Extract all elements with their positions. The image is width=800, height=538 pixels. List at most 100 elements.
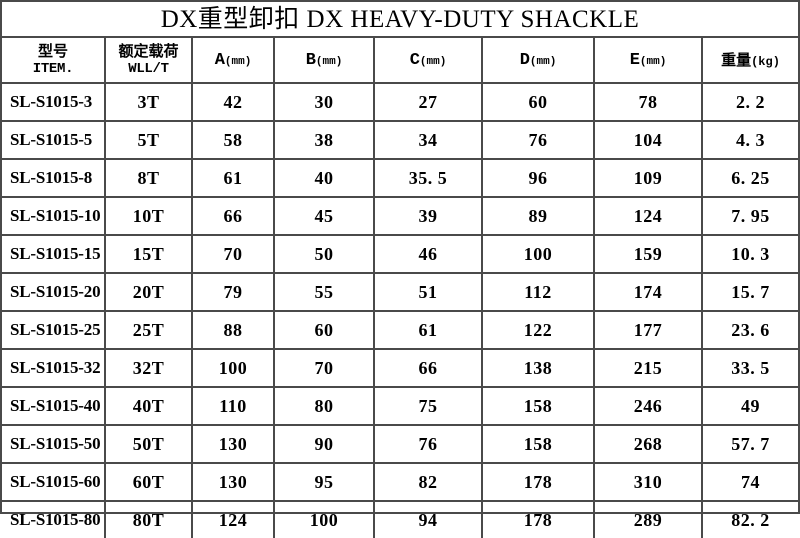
cell-item: SL-S1015-20 xyxy=(2,273,106,312)
cell-wll: 50T xyxy=(105,425,193,464)
cell-wll: 5T xyxy=(105,121,193,160)
column-header-b-unit: (mm) xyxy=(315,56,343,69)
table-row: SL-S1015-32 32T 100 70 66 138 215 33. 5 xyxy=(2,349,798,388)
cell-c: 39 xyxy=(374,197,483,236)
cell-weight: 33. 5 xyxy=(702,349,798,388)
table-header: 型号 ITEM. 额定载荷 WLL/T A(mm) B(mm) xyxy=(2,38,798,84)
table-row: SL-S1015-20 20T 79 55 51 112 174 15. 7 xyxy=(2,273,798,312)
cell-weight: 74 xyxy=(702,463,798,502)
cell-d: 178 xyxy=(482,463,595,502)
header-row: 型号 ITEM. 额定载荷 WLL/T A(mm) B(mm) xyxy=(2,38,798,84)
cell-c: 34 xyxy=(374,121,483,160)
column-header-c: C(mm) xyxy=(374,38,483,84)
cell-e: 289 xyxy=(594,501,703,538)
table-row: SL-S1015-8 8T 61 40 35. 5 96 109 6. 25 xyxy=(2,159,798,198)
column-header-e-label: E xyxy=(629,51,640,71)
cell-c: 66 xyxy=(374,349,483,388)
cell-c: 35. 5 xyxy=(374,159,483,198)
column-header-c-label: C xyxy=(409,51,420,71)
cell-item: SL-S1015-15 xyxy=(2,235,106,274)
column-header-d-unit: (mm) xyxy=(529,56,557,69)
cell-b: 60 xyxy=(274,311,375,350)
table-row: SL-S1015-5 5T 58 38 34 76 104 4. 3 xyxy=(2,121,798,160)
cell-weight: 6. 25 xyxy=(702,159,798,198)
table-row: SL-S1015-80 80T 124 100 94 178 289 82. 2 xyxy=(2,501,798,538)
cell-e: 104 xyxy=(594,121,703,160)
cell-a: 130 xyxy=(192,463,275,502)
cell-wll: 80T xyxy=(105,501,193,538)
cell-d: 138 xyxy=(482,349,595,388)
cell-weight: 82. 2 xyxy=(731,509,770,530)
cell-a: 70 xyxy=(192,235,275,274)
column-header-b-label: B xyxy=(305,51,316,71)
title-band: DX重型卸扣 DX HEAVY-DUTY SHACKLE xyxy=(2,2,798,38)
column-header-a-label: A xyxy=(214,51,225,71)
cell-item: SL-S1015-40 xyxy=(2,387,106,426)
column-header-d-label: D xyxy=(519,51,530,71)
column-header-c-unit: (mm) xyxy=(419,56,447,69)
cell-b: 55 xyxy=(274,273,375,312)
column-header-item: 型号 ITEM. xyxy=(2,38,106,84)
cell-weight: 7. 95 xyxy=(702,197,798,236)
cell-e: 177 xyxy=(594,311,703,350)
cell-weight: 15. 7 xyxy=(702,273,798,312)
column-header-weight-label: 重量 xyxy=(721,51,752,70)
table-row: SL-S1015-50 50T 130 90 76 158 268 57. 7 xyxy=(2,425,798,464)
cell-b: 30 xyxy=(274,83,375,122)
cell-a: 110 xyxy=(192,387,275,426)
cell-c: 51 xyxy=(374,273,483,312)
cell-c: 27 xyxy=(374,83,483,122)
column-header-wll-en: WLL/T xyxy=(128,60,169,77)
cell-weight: 2. 2 xyxy=(702,83,798,122)
cell-a: 124 xyxy=(192,501,275,538)
page-title: DX重型卸扣 DX HEAVY-DUTY SHACKLE xyxy=(160,5,640,33)
cell-b: 40 xyxy=(274,159,375,198)
table-row: SL-S1015-60 60T 130 95 82 178 310 74 xyxy=(2,463,798,502)
cell-weight: 57. 7 xyxy=(702,425,798,464)
cell-d: 100 xyxy=(482,235,595,274)
cell-e: 215 xyxy=(594,349,703,388)
cell-d: 89 xyxy=(482,197,595,236)
cell-b: 100 xyxy=(274,501,375,538)
cell-b: 50 xyxy=(274,235,375,274)
cell-wll: 40T xyxy=(105,387,193,426)
table-body: SL-S1015-3 3T 42 30 27 60 78 2. 2 SL-S1015-5 5T 58… xyxy=(2,83,798,538)
cell-d: 60 xyxy=(482,83,595,122)
cell-item: SL-S1015-5 xyxy=(2,121,106,160)
cell-weight: 49 xyxy=(702,387,798,426)
table-row: SL-S1015-25 25T 88 60 61 122 177 23. 6 xyxy=(2,311,798,350)
cell-item: SL-S1015-10 xyxy=(2,197,106,236)
cell-item: SL-S1015-60 xyxy=(2,463,106,502)
cell-wll: 60T xyxy=(105,463,193,502)
cell-item: SL-S1015-50 xyxy=(2,425,106,464)
cell-a: 58 xyxy=(192,121,275,160)
table-row: SL-S1015-15 15T 70 50 46 100 159 10. 3 xyxy=(2,235,798,274)
cell-d: 158 xyxy=(482,387,595,426)
column-header-weight: 重量(kg) xyxy=(702,38,798,84)
cell-a: 42 xyxy=(192,83,275,122)
column-header-b: B(mm) xyxy=(274,38,375,84)
table-row: SL-S1015-3 3T 42 30 27 60 78 2. 2 xyxy=(2,83,798,122)
cell-weight: 23. 6 xyxy=(702,311,798,350)
cell-item: SL-S1015-80 xyxy=(2,501,106,538)
cell-a: 66 xyxy=(192,197,275,236)
cell-e: 310 xyxy=(594,463,703,502)
cell-d: 178 xyxy=(482,501,595,538)
column-header-d: D(mm) xyxy=(482,38,595,84)
column-header-e: E(mm) xyxy=(594,38,703,84)
cell-e: 159 xyxy=(594,235,703,274)
cell-a: 79 xyxy=(192,273,275,312)
cell-e: 246 xyxy=(594,387,703,426)
cell-wll: 20T xyxy=(105,273,193,312)
cell-item: SL-S1015-8 xyxy=(2,159,106,198)
cell-c: 82 xyxy=(374,463,483,502)
cell-d: 122 xyxy=(482,311,595,350)
column-header-e-unit: (mm) xyxy=(639,56,667,69)
cell-c: 46 xyxy=(374,235,483,274)
cell-wll: 25T xyxy=(105,311,193,350)
cell-a: 88 xyxy=(192,311,275,350)
cell-c: 61 xyxy=(374,311,483,350)
cell-wll: 8T xyxy=(105,159,193,198)
cell-b: 95 xyxy=(274,463,375,502)
cell-c: 75 xyxy=(374,387,483,426)
